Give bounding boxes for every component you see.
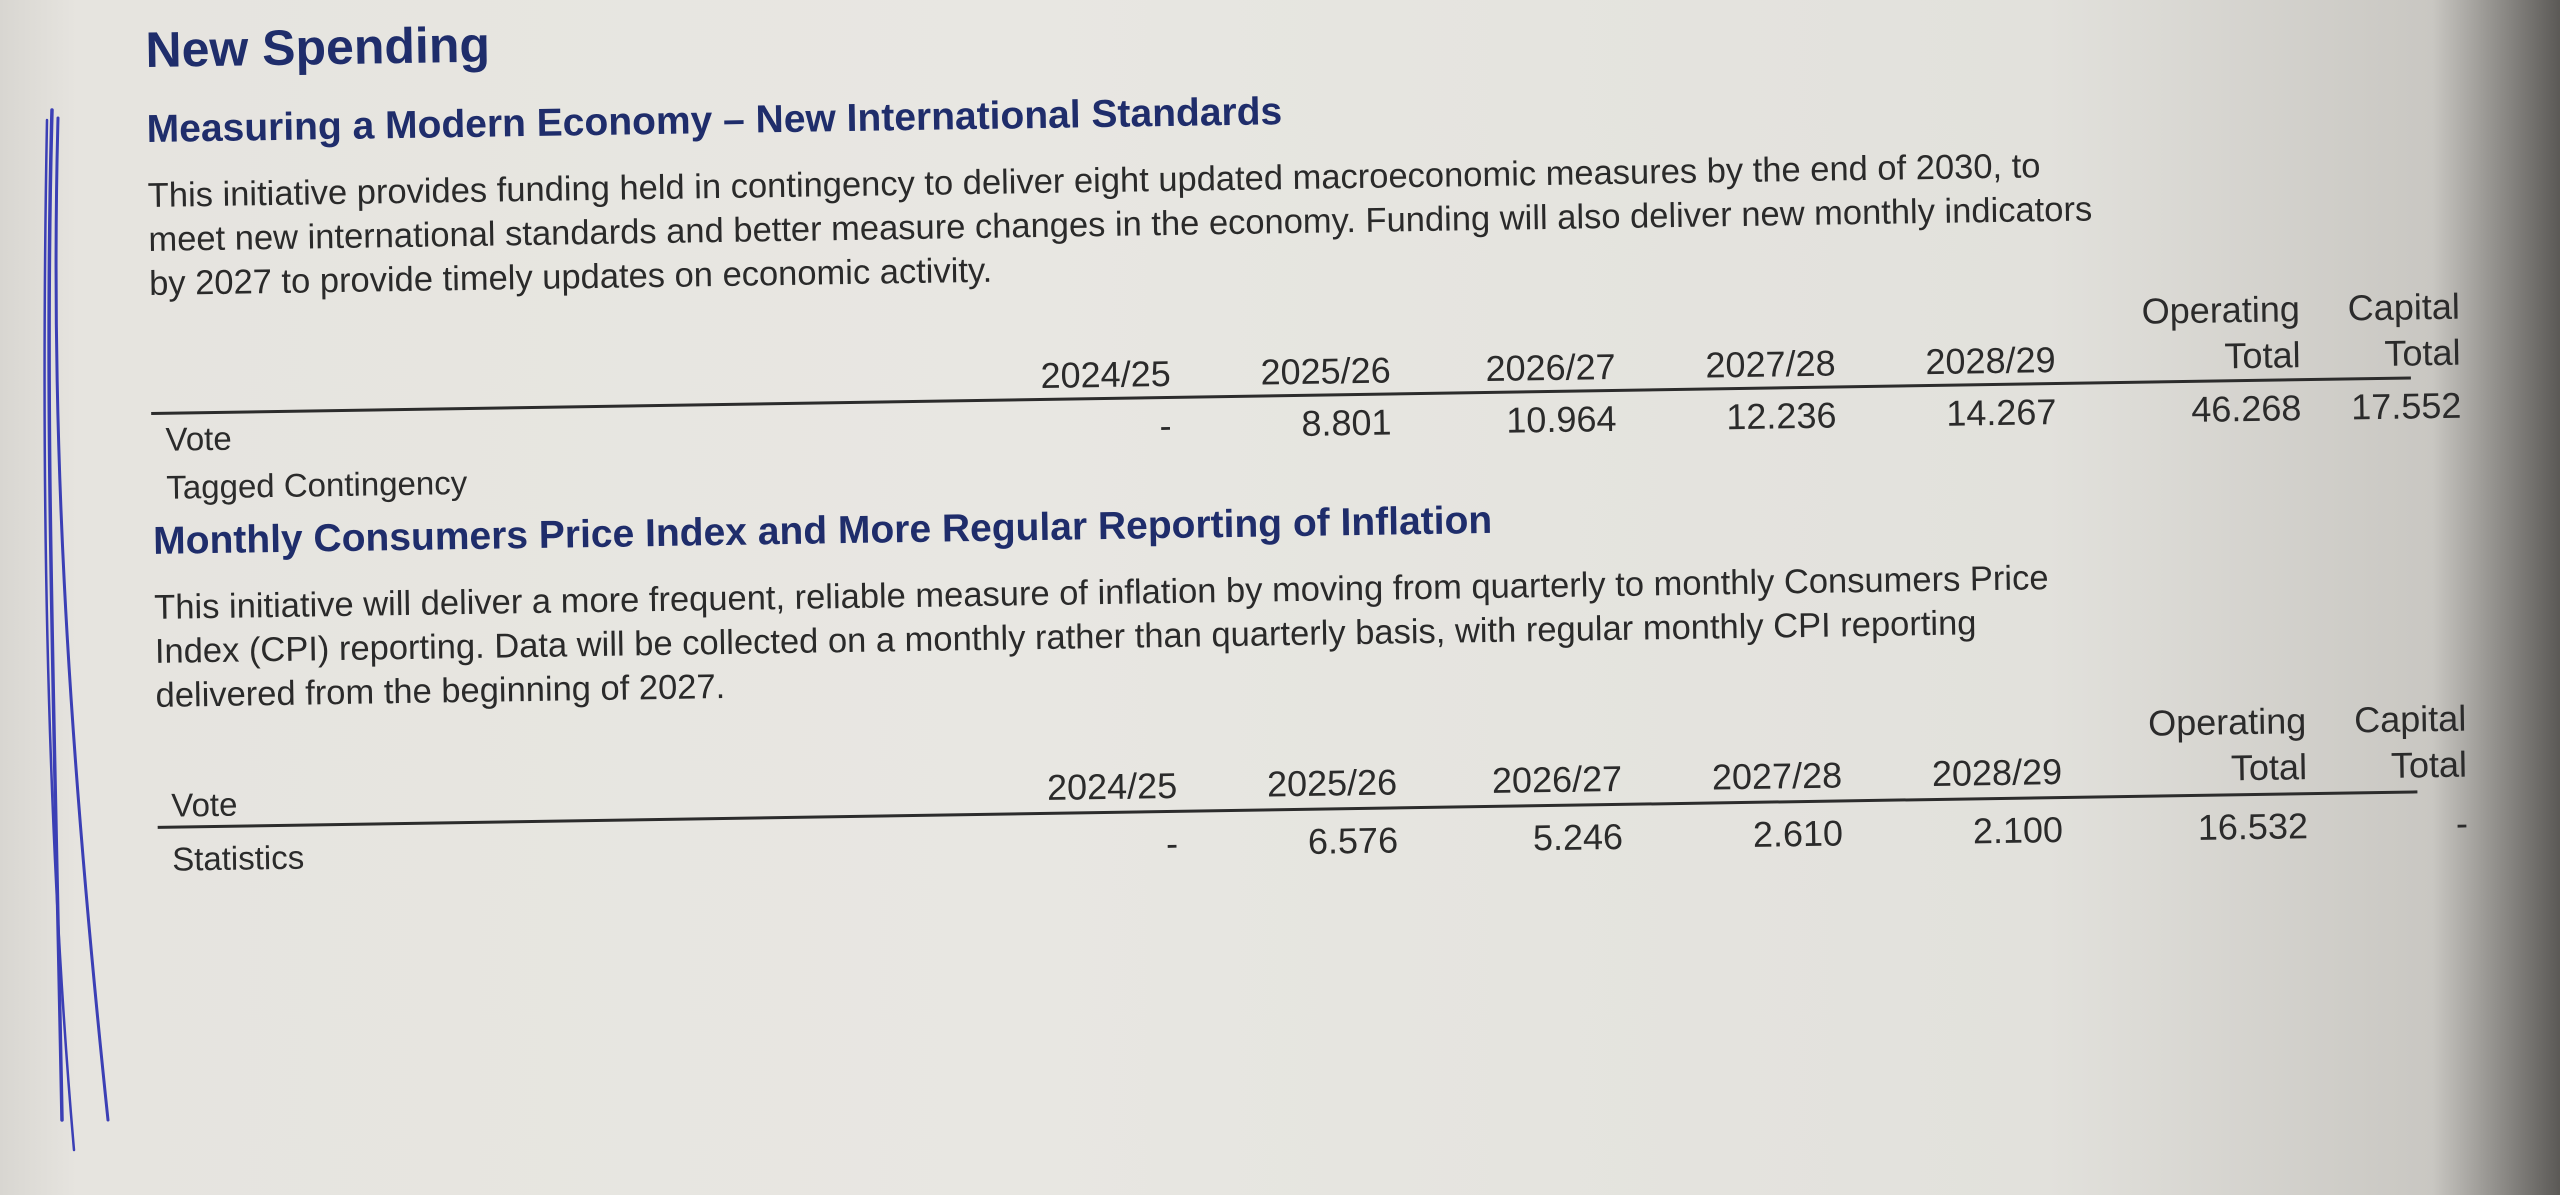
column-header: 2028/29 bbox=[1925, 339, 2056, 383]
capital-total-header: Capital bbox=[2353, 697, 2467, 741]
operating-total-header: Total bbox=[2224, 334, 2301, 377]
table-cell: 6.576 bbox=[1307, 819, 1399, 862]
funding-table: Vote 2024/25 2025/26 2026/27 2027/28 202… bbox=[156, 696, 2468, 878]
table-cell: 2.100 bbox=[1972, 808, 2064, 852]
column-header: 2027/28 bbox=[1705, 342, 1836, 386]
pen-margin-mark bbox=[43, 108, 110, 1152]
column-header: 2024/25 bbox=[1040, 352, 1171, 396]
table-cell: 2.610 bbox=[1752, 812, 1844, 855]
content-block: New Spending Measuring a Modern Economy … bbox=[145, 0, 2468, 878]
column-header: 2024/25 bbox=[1046, 764, 1178, 808]
row-header: Vote bbox=[171, 785, 238, 824]
capital-total-header: Total bbox=[2384, 331, 2461, 374]
table-cell: 16.532 bbox=[2197, 805, 2309, 848]
section-description: This initiative will deliver a more freq… bbox=[154, 550, 2436, 718]
funding-table: 2024/25 2025/26 2026/27 2027/28 2028/29 … bbox=[150, 284, 2462, 506]
operating-total-header: Operating bbox=[2141, 288, 2301, 332]
row-label: Statistics bbox=[171, 838, 305, 878]
section-measuring-modern-economy: Measuring a Modern Economy – New Interna… bbox=[146, 70, 2462, 506]
page-heading: New Spending bbox=[145, 16, 491, 78]
column-header: 2025/26 bbox=[1260, 349, 1391, 393]
section-title: Monthly Consumers Price Index and More R… bbox=[152, 498, 1493, 563]
column-header: 2026/27 bbox=[1491, 757, 1623, 801]
capital-total-header: Capital bbox=[2347, 285, 2461, 329]
column-header: 2026/27 bbox=[1485, 345, 1616, 389]
column-header: 2025/26 bbox=[1266, 761, 1398, 805]
section-description: This initiative provides funding held in… bbox=[147, 138, 2429, 306]
section-monthly-cpi: Monthly Consumers Price Index and More R… bbox=[152, 482, 2468, 878]
table-cell: - bbox=[1165, 822, 1179, 865]
section-title: Measuring a Modern Economy – New Interna… bbox=[146, 90, 1283, 151]
row-label: Tagged Contingency bbox=[166, 463, 468, 506]
capital-total-header: Total bbox=[2390, 743, 2468, 786]
operating-total-header: Total bbox=[2230, 746, 2308, 789]
column-header: 2028/29 bbox=[1931, 750, 2063, 795]
table-cell: - bbox=[2455, 802, 2469, 844]
operating-total-header: Operating bbox=[2147, 700, 2307, 744]
table-cell: 5.246 bbox=[1532, 815, 1624, 859]
column-header: 2027/28 bbox=[1711, 754, 1843, 798]
